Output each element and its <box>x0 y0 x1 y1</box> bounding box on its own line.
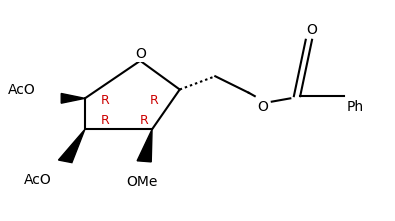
Polygon shape <box>137 129 152 162</box>
Text: R: R <box>100 114 109 127</box>
Text: R: R <box>100 94 109 107</box>
Polygon shape <box>61 93 85 103</box>
Text: O: O <box>257 100 268 114</box>
Text: AcO: AcO <box>8 82 36 97</box>
Text: O: O <box>135 47 146 61</box>
Polygon shape <box>58 129 85 163</box>
Text: R: R <box>140 114 149 127</box>
Text: AcO: AcO <box>24 173 51 187</box>
Text: O: O <box>307 23 318 37</box>
Text: R: R <box>150 94 158 107</box>
Text: Ph: Ph <box>347 100 364 114</box>
Text: OMe: OMe <box>126 175 158 189</box>
